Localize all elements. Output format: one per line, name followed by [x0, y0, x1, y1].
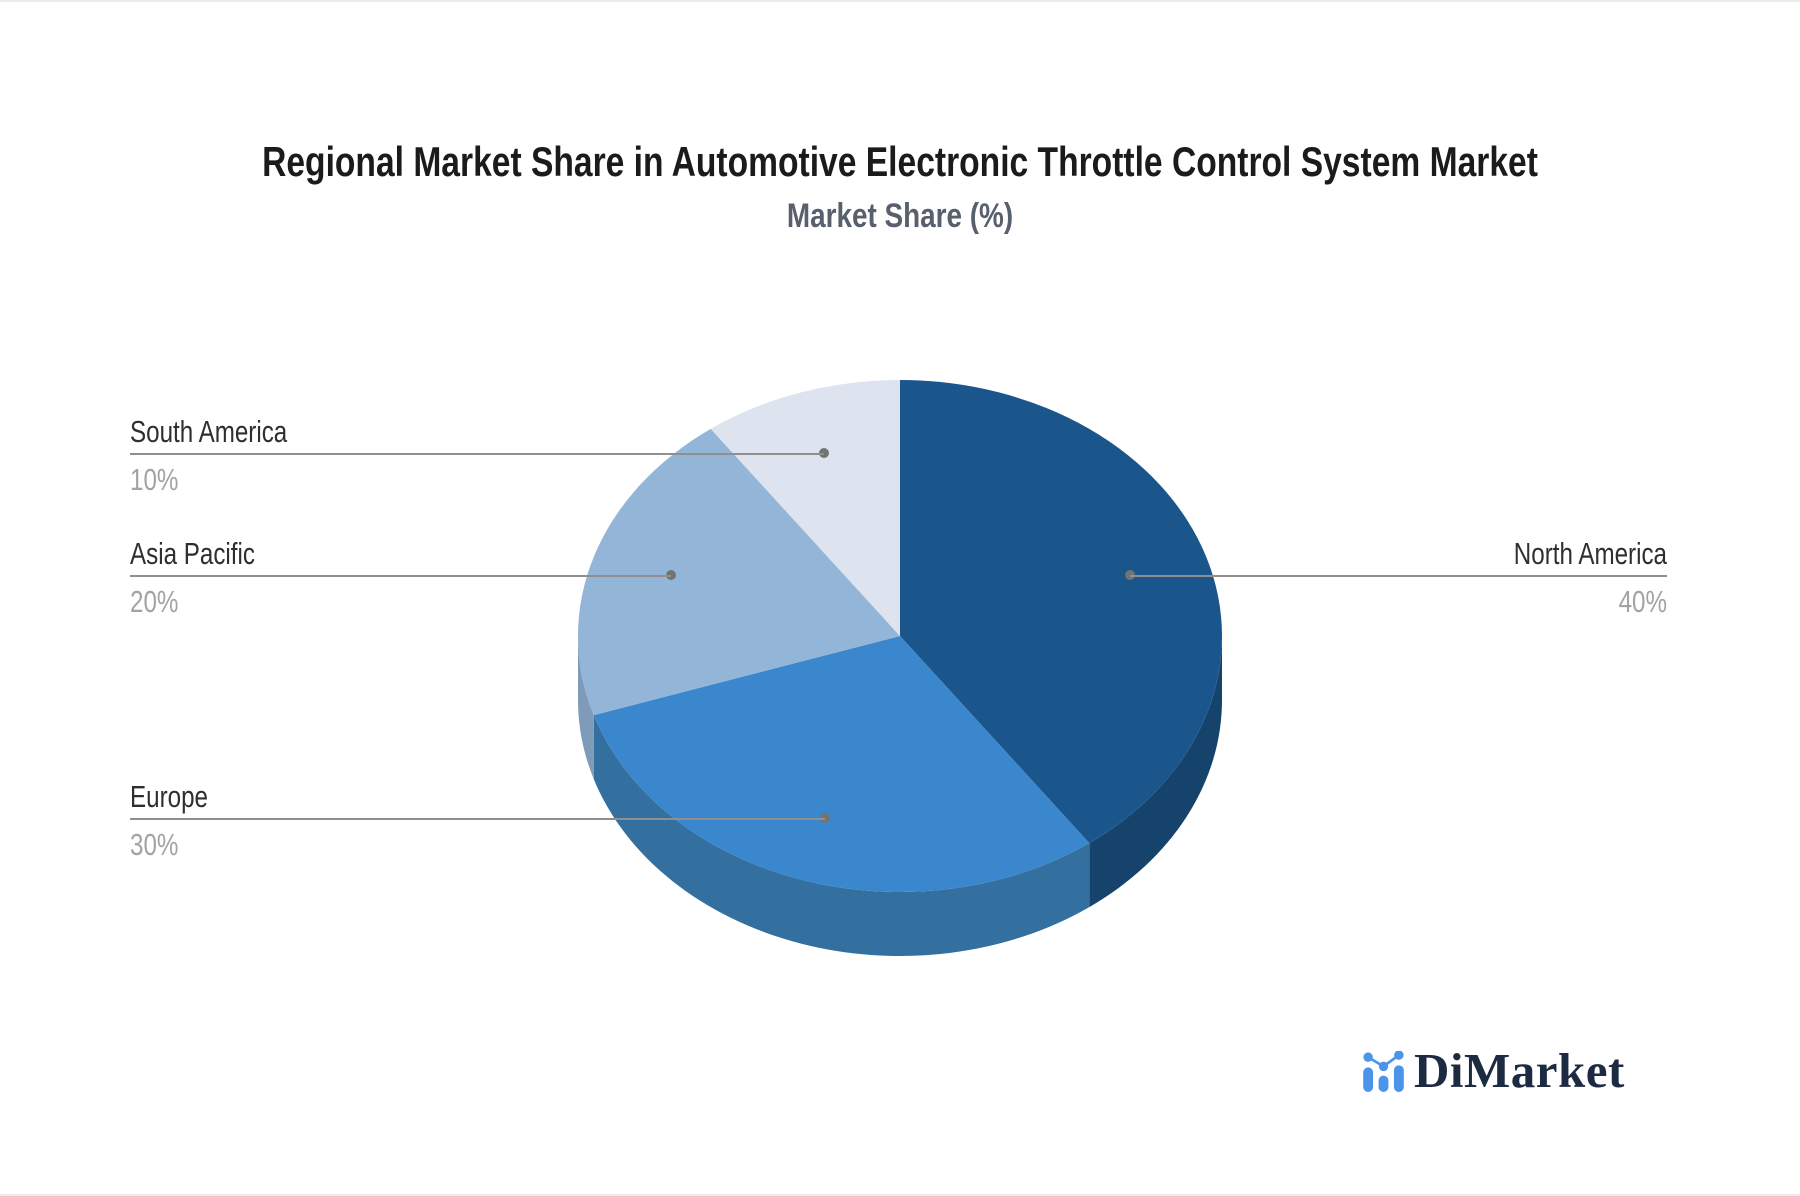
- pie-slice-asia-pacific[interactable]: [578, 428, 900, 716]
- leader-line: [130, 453, 824, 455]
- pie-slice-side-europe[interactable]: [593, 715, 1090, 956]
- leader-line: [130, 818, 825, 820]
- slice-value: 40%: [1618, 584, 1667, 619]
- slice-label: North America: [1513, 536, 1667, 571]
- bar: [1378, 1075, 1389, 1092]
- chart-title: Regional Market Share in Automotive Elec…: [262, 138, 1538, 185]
- pie-slice-north-america[interactable]: [900, 380, 1222, 844]
- slice-label: South America: [130, 414, 288, 449]
- callout-dot: [666, 570, 676, 580]
- brand-logo: DiMarket: [1363, 1043, 1625, 1098]
- pie-slice-europe[interactable]: [593, 636, 1090, 892]
- trend-dot: [1394, 1051, 1404, 1060]
- trend-dot: [1378, 1061, 1389, 1072]
- bar-chart-trend-icon: [1363, 1051, 1404, 1092]
- leader-line: [130, 575, 671, 577]
- trend-dot: [1363, 1052, 1373, 1062]
- chart-subtitle: Market Share (%): [786, 197, 1014, 235]
- slice-value: 10%: [130, 462, 179, 497]
- slice-value: 30%: [130, 827, 179, 862]
- bar: [1363, 1067, 1374, 1092]
- brand-name: DiMarket: [1414, 1043, 1625, 1098]
- slice-value: 20%: [130, 584, 179, 619]
- slice-label: Europe: [130, 779, 208, 814]
- callout-dot: [819, 448, 829, 458]
- pie-slice-south-america[interactable]: [710, 380, 900, 636]
- callout-north-america: North America 40%: [1130, 538, 1667, 617]
- callout-dot: [820, 813, 830, 823]
- callout-asia-pacific: Asia Pacific 20%: [130, 538, 671, 617]
- callout-europe: Europe 30%: [130, 781, 825, 860]
- bar: [1393, 1065, 1404, 1092]
- leader-line: [1130, 575, 1667, 577]
- pie-slice-side-asia-pacific[interactable]: [578, 636, 594, 780]
- callout-south-america: South America 10%: [130, 416, 824, 495]
- slice-label: Asia Pacific: [130, 536, 255, 571]
- pie-slice-side-north-america[interactable]: [1089, 636, 1222, 908]
